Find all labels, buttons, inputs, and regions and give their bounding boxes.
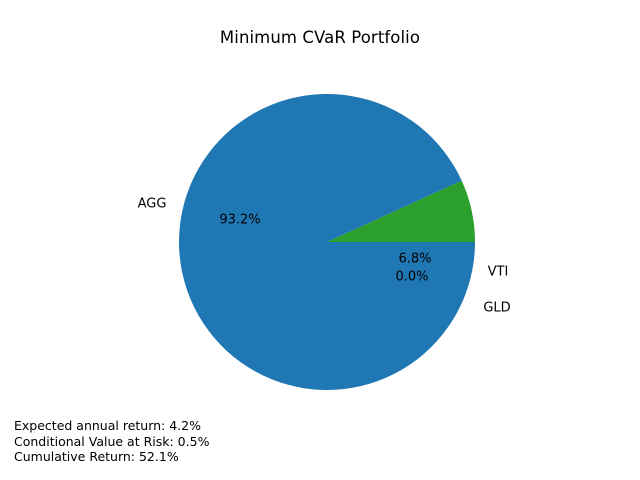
pie-label-agg: AGG — [137, 196, 167, 212]
annotation-cumulative-return: Cumulative Return: 52.1% — [14, 449, 179, 464]
pie-label-gld: GLD — [483, 300, 511, 316]
pie-label-vti: VTI — [487, 264, 509, 280]
pie-percent-agg: 93.2% — [219, 212, 261, 228]
pie-wedges-group — [179, 94, 476, 391]
chart-annotations: Expected annual return: 4.2% Conditional… — [14, 418, 209, 465]
pie-slice-agg — [179, 94, 476, 391]
pie-slice-vti — [327, 180, 475, 242]
annotation-cvar: Conditional Value at Risk: 0.5% — [14, 433, 210, 449]
pie-percent-gld: 0.0% — [395, 269, 429, 285]
page-title: Minimum CVaR Portfolio — [219, 28, 421, 47]
pie-percent-vti: 6.8% — [398, 251, 432, 267]
annotation-expected-return: Expected annual return: 4.2% — [14, 418, 201, 433]
